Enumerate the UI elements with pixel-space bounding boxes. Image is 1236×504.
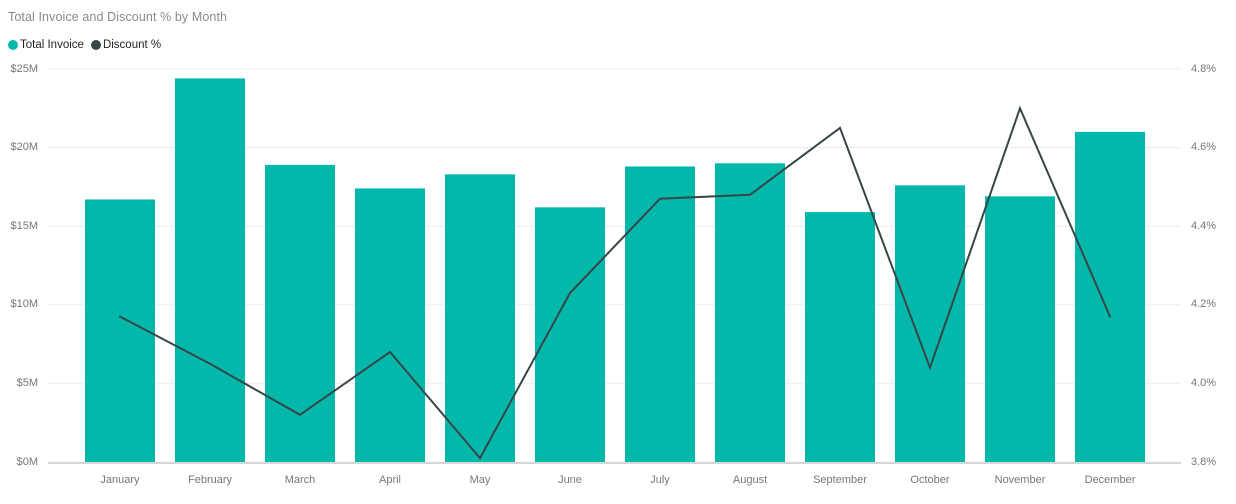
discount-line[interactable] (119, 105, 1111, 460)
x-axis-tick-august: August (732, 474, 768, 486)
bar-june[interactable] (535, 207, 605, 462)
legend-item-discount[interactable]: Discount % (90, 39, 162, 51)
x-axis-tick-november: November (994, 474, 1046, 486)
x-axis-tick-march: March (284, 474, 316, 486)
bar-may[interactable] (445, 174, 515, 462)
chart-title: Total Invoice and Discount % by Month (8, 10, 228, 24)
x-axis-tick-may: May (469, 474, 491, 486)
y-axis-right-tick: 3.8% (1191, 455, 1217, 468)
legend-item-total-invoice[interactable]: Total Invoice (8, 39, 84, 51)
legend-label-discount: Discount % (102, 39, 162, 51)
y-axis-left-tick: $5M (16, 376, 38, 389)
y-axis-right-tick: 4.4% (1191, 219, 1217, 232)
x-axis-tick-october: October (910, 474, 950, 486)
bar-january[interactable] (85, 199, 155, 462)
y-axis-left-tick: $0M (16, 455, 38, 468)
y-axis-right-tick: 4.6% (1191, 141, 1217, 154)
bar-september[interactable] (805, 212, 875, 462)
x-axis-tick-december: December (1084, 474, 1136, 486)
legend-label-total-invoice: Total Invoice (20, 39, 84, 51)
legend-dot-discount-icon (90, 40, 101, 50)
bar-april[interactable] (355, 188, 425, 463)
legend: Total Invoice Discount % (8, 39, 161, 51)
x-axis-tick-july: July (650, 474, 670, 486)
x-axis-tick-january: January (100, 474, 140, 486)
y-axis-right-tick: 4.0% (1191, 376, 1217, 389)
y-axis-left-tick: $25M (10, 62, 38, 75)
y-axis-left-tick: $15M (10, 219, 38, 232)
x-axis-tick-september: September (813, 474, 867, 486)
plot-area (48, 68, 1181, 463)
bar-march[interactable] (265, 164, 335, 462)
bar-february[interactable] (175, 78, 245, 462)
y-axis-left-tick: $20M (10, 141, 38, 154)
bar-december[interactable] (1075, 131, 1145, 462)
bar-october[interactable] (895, 185, 965, 462)
y-axis-right-tick: 4.8% (1191, 62, 1217, 75)
x-axis-tick-june: June (558, 474, 582, 486)
bar-august[interactable] (715, 163, 785, 462)
bar-november[interactable] (985, 196, 1055, 462)
bar-july[interactable] (625, 166, 695, 462)
legend-dot-total-invoice-icon (8, 40, 18, 50)
y-axis-right-tick: 4.2% (1191, 298, 1217, 311)
x-axis-tick-april: April (378, 474, 401, 486)
y-axis-left-tick: $10M (10, 298, 38, 311)
x-axis-tick-february: February (187, 474, 233, 486)
x-axis-line (48, 462, 1181, 464)
